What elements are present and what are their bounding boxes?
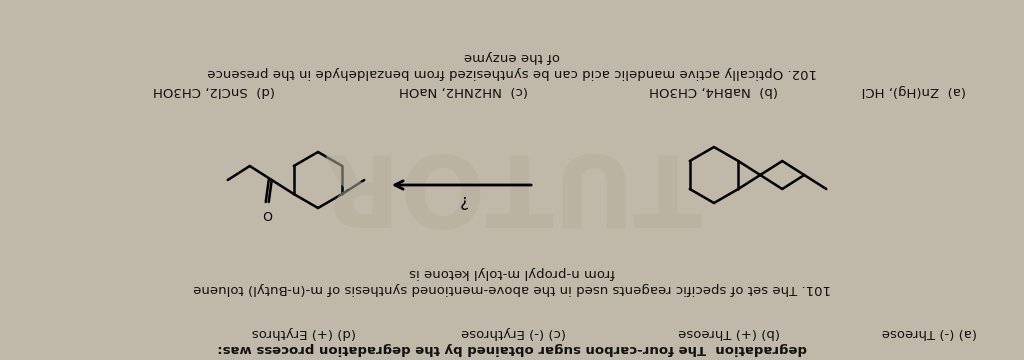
Text: of the enzyme: of the enzyme [464,50,560,63]
Text: (a) (-) Threose: (a) (-) Threose [882,327,977,339]
Text: (b) (+) Threose: (b) (+) Threose [678,327,780,339]
Text: O: O [263,207,272,220]
Text: degradation  The four-carbon sugar obtained by the degradation process was:: degradation The four-carbon sugar obtain… [217,342,807,355]
Text: (c) (-) Erythrose: (c) (-) Erythrose [462,327,566,339]
Text: ?: ? [458,191,467,209]
Text: 101. The set of specific reagents used in the above-mentioned synthesis of m-(n-: 101. The set of specific reagents used i… [194,282,830,294]
Text: (d)  SnCl2, CH3OH: (d) SnCl2, CH3OH [153,84,275,96]
Text: from n-propyl m-tolyl ketone is: from n-propyl m-tolyl ketone is [409,266,615,279]
Text: TUTOR: TUTOR [323,131,701,229]
Text: (b)  NaBH4, CH3OH: (b) NaBH4, CH3OH [649,84,778,96]
Text: (a)  Zn(Hg), HCl: (a) Zn(Hg), HCl [862,84,967,96]
Text: (c)  NH2NH2, NaOH: (c) NH2NH2, NaOH [399,84,528,96]
Text: (d) (+) Erythros: (d) (+) Erythros [252,327,356,339]
Text: 102. Optically active mandelic acid can be synthesized from benzaldehyde in the : 102. Optically active mandelic acid can … [207,66,817,78]
